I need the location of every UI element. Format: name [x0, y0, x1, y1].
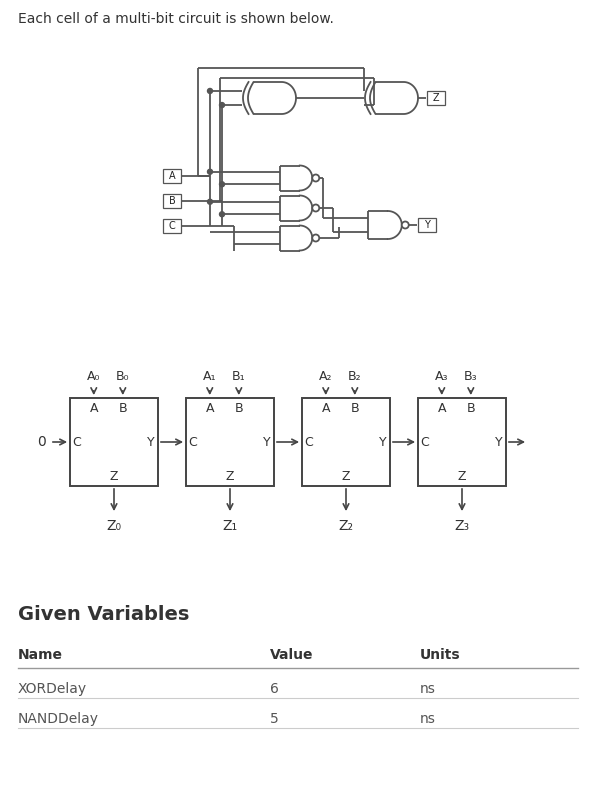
Polygon shape [300, 196, 312, 220]
Polygon shape [300, 225, 312, 251]
Text: A₁: A₁ [203, 369, 216, 383]
Text: 6: 6 [270, 682, 279, 696]
Text: A: A [169, 171, 175, 181]
Text: Y: Y [263, 435, 271, 448]
Circle shape [312, 205, 319, 212]
Text: Y: Y [147, 435, 155, 448]
Circle shape [312, 174, 319, 181]
Text: Name: Name [18, 648, 63, 662]
Text: Z: Z [433, 93, 439, 103]
Circle shape [402, 221, 409, 228]
Text: B: B [234, 401, 243, 415]
Text: A₀: A₀ [87, 369, 101, 383]
Text: Z: Z [458, 470, 466, 482]
Circle shape [207, 88, 213, 93]
Text: ns: ns [420, 682, 436, 696]
Text: Z₀: Z₀ [107, 519, 122, 533]
Text: 0: 0 [38, 435, 46, 449]
Text: A: A [437, 401, 446, 415]
Bar [163, 219, 181, 233]
Text: Z₂: Z₂ [339, 519, 353, 533]
Text: B₁: B₁ [232, 369, 246, 383]
Text: Each cell of a multi-bit circuit is shown below.: Each cell of a multi-bit circuit is show… [18, 12, 334, 26]
Bar [418, 398, 506, 486]
Text: B₀: B₀ [116, 369, 129, 383]
Text: C: C [421, 435, 429, 448]
Bar [418, 218, 436, 232]
Text: Given Variables: Given Variables [18, 605, 190, 624]
Text: Value: Value [270, 648, 313, 662]
Text: B: B [350, 401, 359, 415]
Text: Z₃: Z₃ [454, 519, 470, 533]
Circle shape [312, 235, 319, 241]
Text: B₃: B₃ [464, 369, 477, 383]
Polygon shape [370, 82, 418, 114]
Bar [186, 398, 274, 486]
Bar [302, 398, 390, 486]
Text: Z: Z [110, 470, 118, 482]
Circle shape [219, 103, 225, 107]
Text: Y: Y [424, 220, 430, 230]
Text: Y: Y [379, 435, 387, 448]
Text: NANDDelay: NANDDelay [18, 712, 99, 726]
Text: ns: ns [420, 712, 436, 726]
Polygon shape [248, 82, 296, 114]
Text: C: C [188, 435, 197, 448]
Text: Units: Units [420, 648, 461, 662]
Circle shape [219, 212, 225, 217]
Text: B₂: B₂ [348, 369, 362, 383]
Text: A: A [321, 401, 330, 415]
Bar [70, 398, 158, 486]
Polygon shape [300, 166, 312, 190]
Text: A: A [206, 401, 214, 415]
Text: Z₁: Z₁ [222, 519, 238, 533]
Text: Z: Z [342, 470, 350, 482]
Text: C: C [305, 435, 313, 448]
Text: Y: Y [495, 435, 503, 448]
Bar [427, 91, 445, 105]
Text: C: C [169, 221, 175, 231]
Circle shape [207, 170, 213, 174]
Bar [163, 169, 181, 183]
Polygon shape [388, 211, 402, 239]
Text: A₂: A₂ [319, 369, 333, 383]
Text: A₃: A₃ [435, 369, 449, 383]
Bar [163, 194, 181, 208]
Text: XORDelay: XORDelay [18, 682, 87, 696]
Text: B: B [169, 196, 175, 206]
Text: B: B [119, 401, 127, 415]
Text: B: B [467, 401, 475, 415]
Text: Z: Z [226, 470, 234, 482]
Text: 5: 5 [270, 712, 279, 726]
Text: C: C [73, 435, 82, 448]
Circle shape [207, 199, 213, 205]
Text: A: A [89, 401, 98, 415]
Circle shape [219, 181, 225, 187]
